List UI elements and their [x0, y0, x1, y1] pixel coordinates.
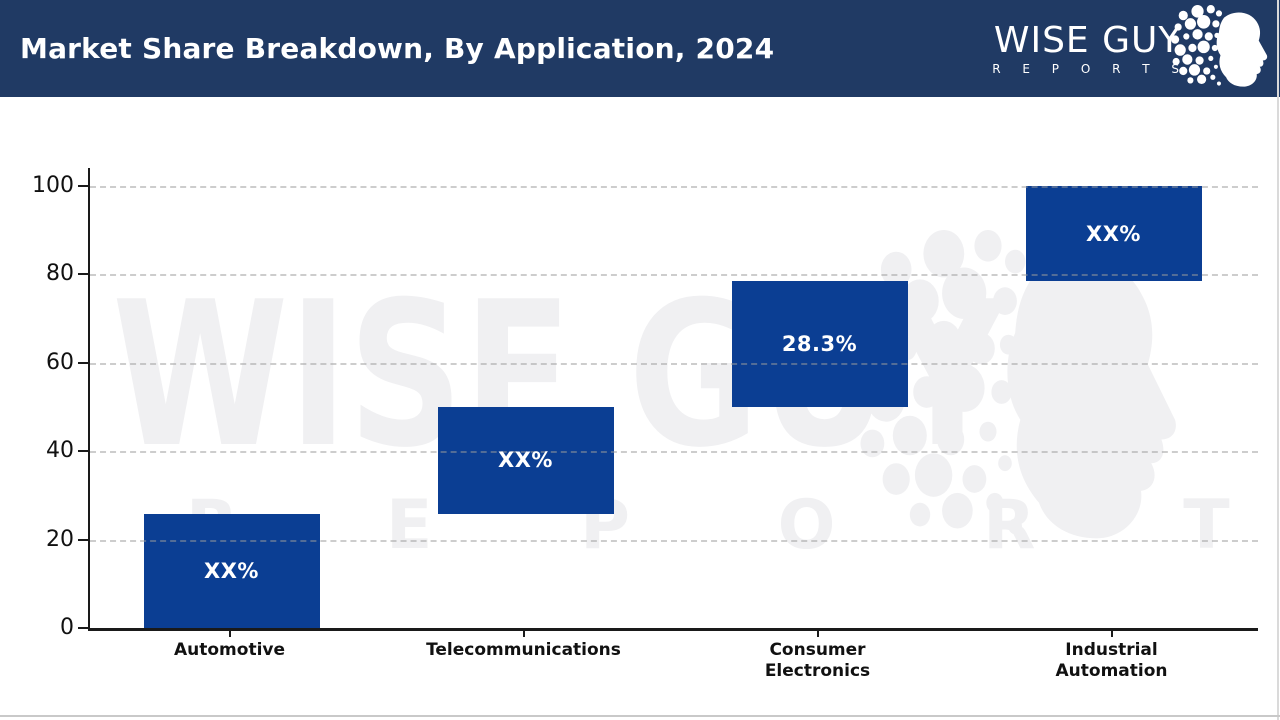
y-tick-60 — [78, 361, 88, 364]
brand-head-icon — [1171, 5, 1268, 87]
y-tick-label-20: 20 — [46, 526, 74, 552]
figure-right-border — [1277, 0, 1279, 720]
x-tick-industrial-automation — [1110, 628, 1113, 637]
gridline-40 — [90, 451, 1258, 454]
brand-name: WISE GUY — [993, 20, 1182, 62]
x-label-automotive: Automotive — [173, 640, 286, 660]
x-tick-automotive — [228, 628, 231, 637]
y-tick-label-60: 60 — [46, 349, 74, 375]
y-tick-40 — [78, 450, 88, 453]
brand-logo: WISE GUY R E P O R T S — [987, 4, 1272, 94]
x-tick-consumer-electronics — [816, 628, 819, 637]
x-label-industrial-automation: Industrial Automation — [1055, 640, 1168, 681]
y-tick-20 — [78, 538, 88, 541]
y-tick-0 — [78, 627, 88, 629]
x-label-telecommunications: Telecommunications — [426, 640, 621, 660]
gridline-100 — [90, 186, 1258, 188]
gridline-20 — [90, 539, 1258, 542]
gridline-80 — [90, 274, 1258, 277]
bar-telecommunications — [437, 406, 614, 515]
bar-consumer-electronics — [731, 281, 908, 407]
x-tick-telecommunications — [522, 628, 525, 637]
gridline-60 — [90, 362, 1258, 365]
y-tick-label-100: 100 — [32, 173, 74, 198]
bar-industrial-automation — [1025, 186, 1202, 282]
brand-logo-text: WISE GUY R E P O R T S — [987, 22, 1188, 76]
y-tick-label-40: 40 — [46, 438, 74, 464]
page-title: Market Share Breakdown, By Application, … — [20, 32, 775, 65]
bar-automotive — [143, 514, 320, 628]
y-tick-label-80: 80 — [46, 261, 74, 287]
brand-subtitle: R E P O R T S — [992, 61, 1188, 76]
x-label-consumer-electronics: Consumer Electronics — [764, 640, 871, 681]
header-bar: Market Share Breakdown, By Application, … — [0, 0, 1280, 97]
y-tick-100 — [78, 185, 88, 187]
y-tick-80 — [78, 273, 88, 276]
plot-area: XX% XX% 28.3% XX% — [88, 168, 1258, 631]
y-tick-label-0: 0 — [60, 615, 74, 640]
figure-bottom-border — [0, 715, 1280, 717]
